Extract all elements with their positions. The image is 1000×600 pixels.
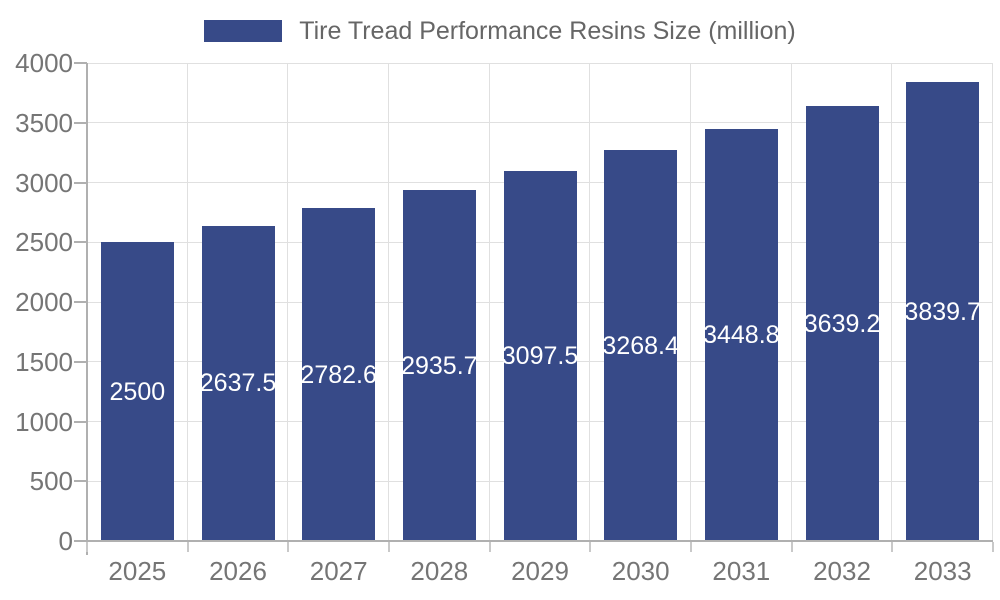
bar (201, 225, 275, 541)
y-tick (74, 420, 87, 423)
bar (100, 242, 174, 541)
x-tick-label: 2025 (108, 556, 167, 586)
bar-value-label: 3448.8 (703, 320, 780, 349)
x-tick (287, 542, 290, 552)
x-gridline (891, 63, 893, 541)
x-tick (86, 542, 88, 552)
y-tick (74, 540, 87, 542)
x-gridline (690, 63, 691, 541)
bar-value-label: 2935.7 (401, 351, 478, 380)
x-tick (790, 542, 793, 552)
y-tick (74, 480, 87, 483)
bar-value-label: 3839.7 (904, 297, 981, 326)
bar (704, 128, 778, 541)
y-tick-label: 1000 (15, 406, 73, 437)
y-tick-label: 1500 (15, 346, 73, 377)
bar-value-label: 3097.5 (501, 341, 579, 370)
plot-area: 2500 2637.5 2782.6 2935.7 3097.5 3268.4 3448.8… (87, 62, 993, 541)
bar-value-label: 3268.4 (602, 331, 679, 360)
y-tick (74, 121, 87, 124)
y-tick-label: 2500 (15, 227, 73, 258)
x-tick (488, 542, 491, 552)
y-tick (74, 241, 87, 244)
bar-value-label: 2500 (109, 377, 166, 406)
x-tick (589, 542, 592, 552)
y-tick-label: 3500 (15, 107, 73, 138)
x-gridline (790, 63, 792, 541)
bar-value-label: 3639.2 (803, 309, 881, 338)
x-tick-label: 2028 (410, 556, 469, 586)
bar-value-label: 2637.5 (199, 369, 277, 398)
bar (805, 106, 879, 541)
x-tick (388, 542, 390, 552)
x-tick (690, 542, 692, 552)
y-tick-label: 4000 (15, 48, 73, 78)
x-tick (891, 542, 894, 552)
x-tick-label: 2030 (611, 556, 670, 586)
y-gridline (87, 122, 993, 124)
x-tick (992, 542, 994, 552)
bar (302, 208, 376, 541)
bar (604, 150, 678, 541)
x-tick (186, 542, 189, 552)
y-tick-label: 500 (29, 466, 73, 497)
y-gridline (87, 62, 993, 64)
x-gridline (992, 63, 993, 541)
y-tick (74, 62, 87, 64)
y-axis-line (86, 63, 88, 555)
y-tick-label: 0 (58, 526, 73, 556)
x-tick-label: 2026 (209, 556, 267, 586)
bar (503, 170, 577, 541)
legend: Tire Tread Performance Resins Size (mill… (0, 14, 1000, 48)
y-tick-label: 3000 (15, 167, 73, 198)
bar-value-label: 2782.6 (300, 360, 377, 389)
x-gridline (589, 63, 591, 541)
x-tick-label: 2029 (511, 556, 569, 586)
bar (906, 82, 980, 541)
legend-swatch (204, 20, 283, 42)
x-gridline (388, 63, 389, 541)
x-tick-label: 2031 (712, 556, 771, 586)
x-tick-label: 2027 (309, 556, 368, 586)
x-gridline (488, 63, 490, 541)
y-tick (74, 301, 87, 303)
x-gridline (186, 63, 188, 541)
x-gridline (287, 63, 289, 541)
y-tick (74, 181, 87, 184)
y-tick (74, 360, 87, 363)
y-tick-label: 2000 (15, 287, 73, 317)
x-tick-label: 2033 (913, 556, 972, 586)
legend-label: Tire Tread Performance Resins Size (mill… (299, 17, 796, 45)
x-tick-label: 2032 (813, 556, 871, 586)
bar (402, 190, 476, 541)
x-axis-line (87, 540, 993, 542)
